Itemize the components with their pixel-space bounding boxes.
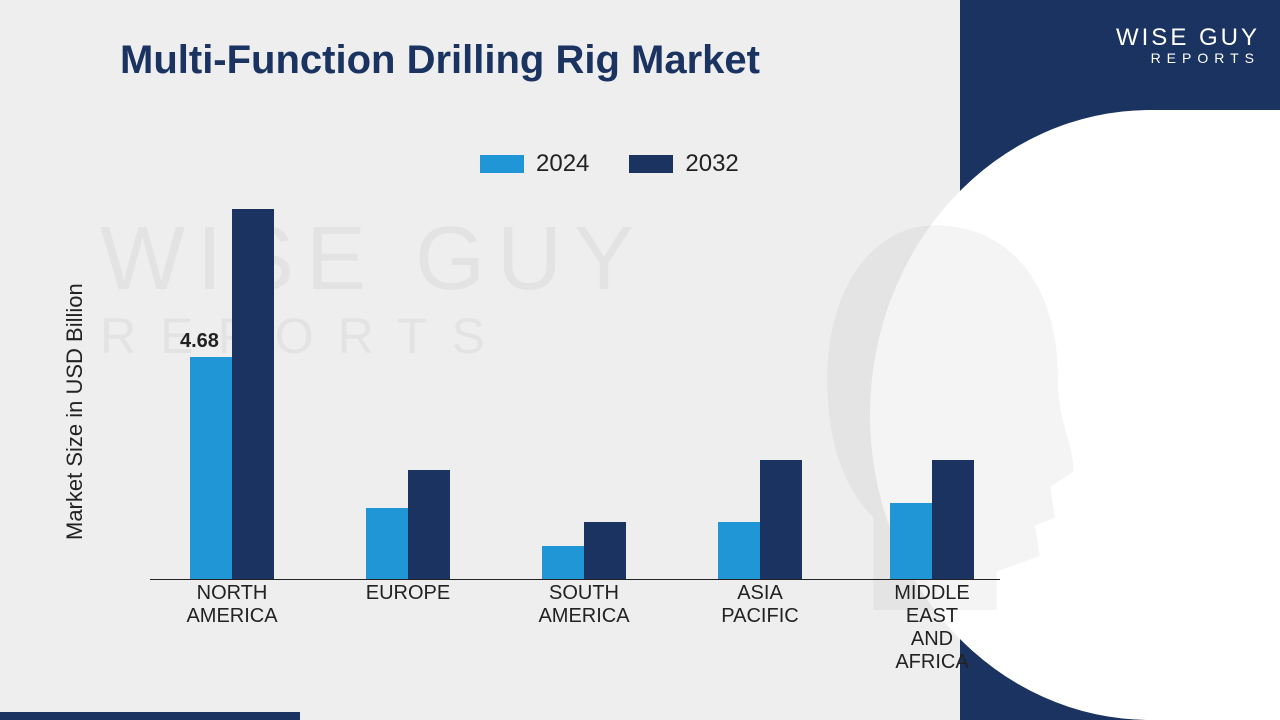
category-label: ASIAPACIFIC	[695, 582, 825, 628]
bar-group	[542, 522, 626, 579]
brand-logo: WISE GUY REPORTS	[1116, 25, 1260, 67]
logo-main: WISE GUY	[1116, 25, 1260, 51]
bar	[584, 522, 626, 579]
bar-group	[366, 470, 450, 579]
plot-area: 4.68	[150, 200, 1000, 580]
bar	[408, 470, 450, 579]
chart-title: Multi-Function Drilling Rig Market	[120, 38, 760, 83]
bar	[890, 503, 932, 579]
legend-item-2024: 2024	[480, 150, 589, 178]
legend: 2024 2032	[480, 150, 739, 178]
bar	[542, 546, 584, 579]
category-label: NORTHAMERICA	[167, 582, 297, 628]
bar-group	[718, 460, 802, 579]
bar	[760, 460, 802, 579]
category-label: MIDDLEEASTANDAFRICA	[867, 582, 997, 674]
category-label: EUROPE	[343, 582, 473, 605]
legend-label-2024: 2024	[536, 150, 589, 178]
bar	[718, 522, 760, 579]
bar	[190, 357, 232, 579]
bottom-accent-bar	[0, 712, 300, 720]
legend-item-2032: 2032	[629, 150, 738, 178]
bar-group	[890, 460, 974, 579]
bar-group	[190, 209, 274, 580]
bar	[232, 209, 274, 580]
bar	[932, 460, 974, 579]
legend-swatch-2032	[629, 155, 673, 173]
value-label: 4.68	[180, 330, 219, 353]
chart-area: Market Size in USD Billion 2024 2032 4.6…	[50, 150, 1010, 690]
y-axis-label: Market Size in USD Billion	[62, 283, 88, 540]
legend-label-2032: 2032	[685, 150, 738, 178]
logo-sub: REPORTS	[1116, 51, 1260, 66]
bar	[366, 508, 408, 579]
legend-swatch-2024	[480, 155, 524, 173]
category-label: SOUTHAMERICA	[519, 582, 649, 628]
